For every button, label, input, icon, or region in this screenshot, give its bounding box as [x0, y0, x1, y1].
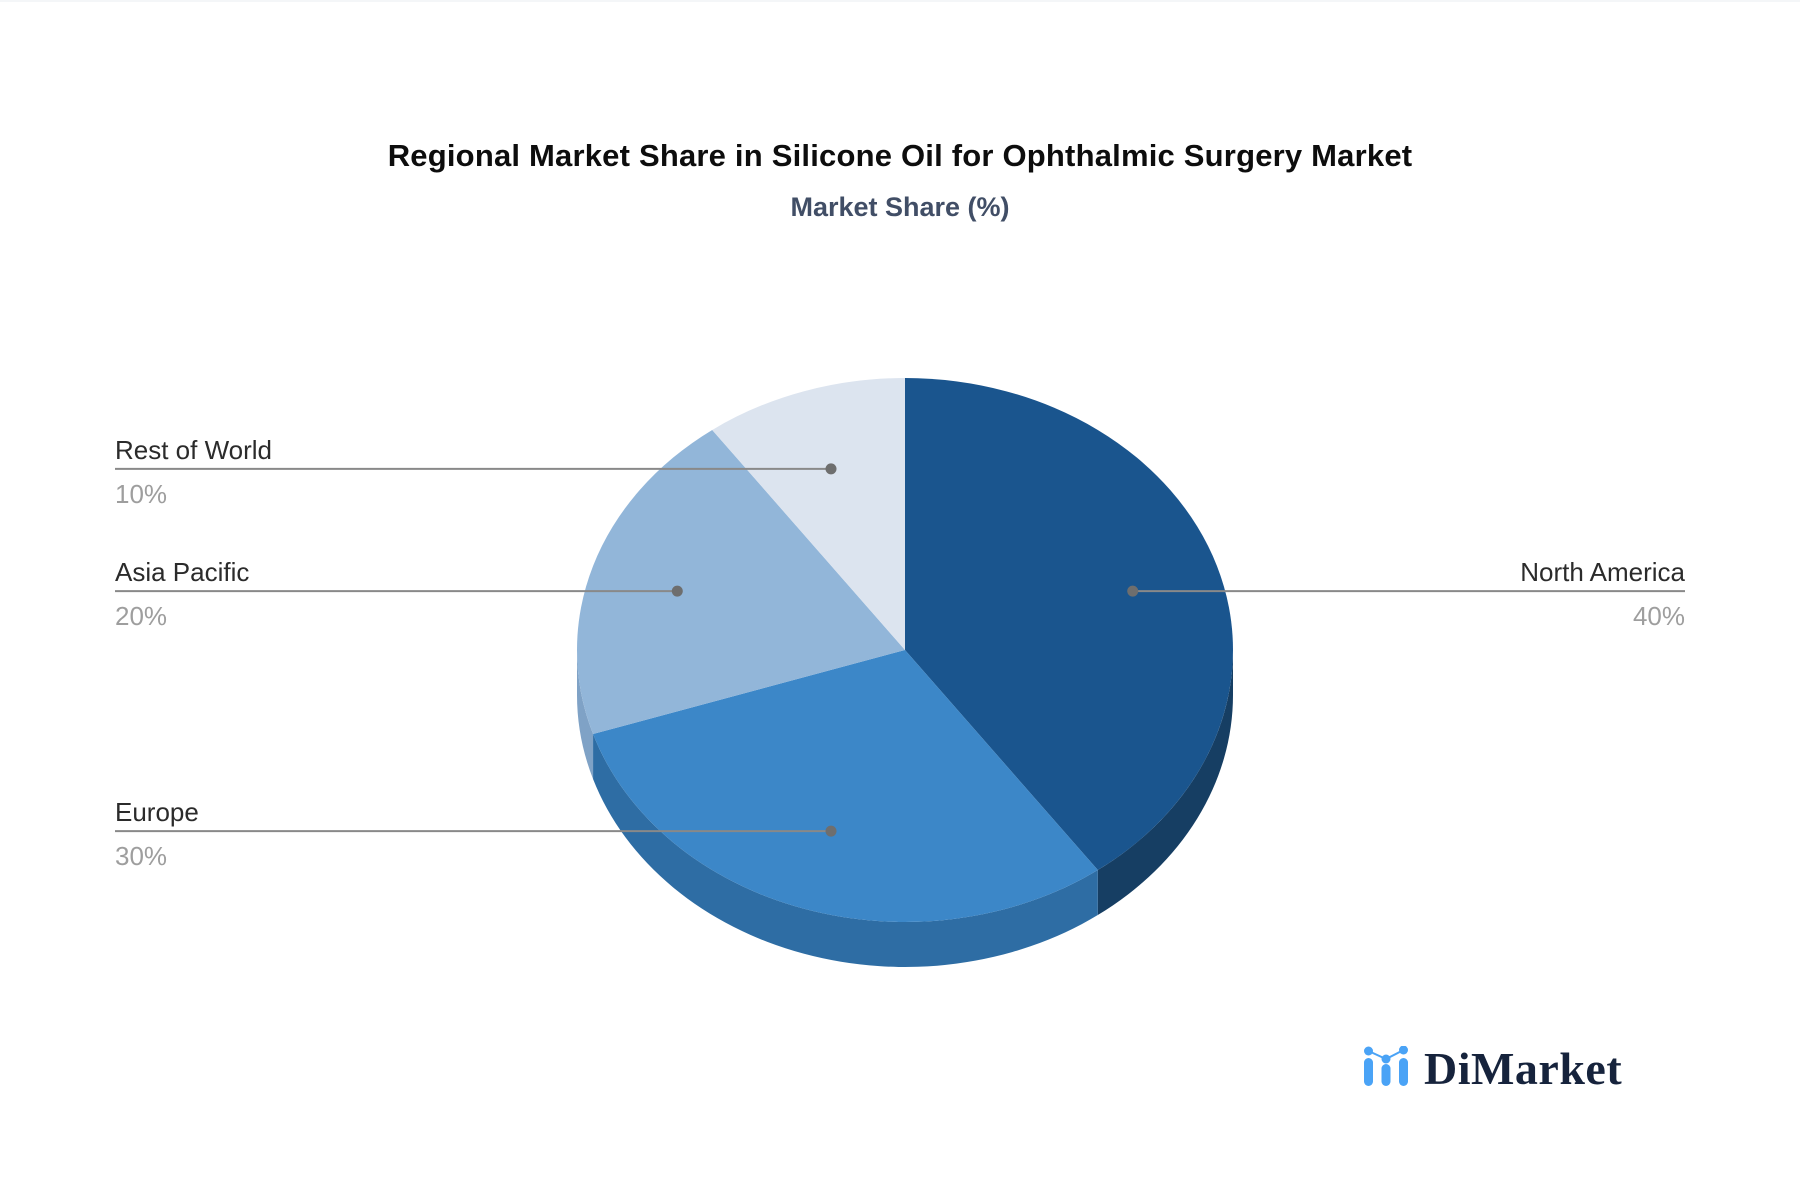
pie-slice-north-america [905, 378, 1233, 871]
pie-rim-europe [593, 734, 1098, 968]
brand-logo: DiMarket [1362, 1038, 1622, 1100]
brand-name: DiMarket [1424, 1043, 1623, 1094]
slice-value-asia-pacific: 20% [115, 601, 167, 631]
slice-label-asia-pacific: Asia Pacific [115, 557, 249, 587]
logo-dot-right [1399, 1046, 1408, 1055]
logo-bar-middle [1381, 1064, 1391, 1086]
logo-bar-right [1399, 1058, 1408, 1086]
leader-dot-rest-of-world [825, 463, 837, 475]
chart-title: Regional Market Share in Silicone Oil fo… [387, 138, 1413, 173]
leader-dot-europe [825, 825, 837, 837]
slice-value-europe: 30% [115, 841, 167, 871]
slice-value-north-america: 40% [1633, 601, 1685, 631]
pie-slice-europe [593, 650, 1098, 922]
pie-slice-rest-of-world [712, 378, 905, 650]
logo-dot-left [1364, 1046, 1373, 1056]
logo-bar-left [1364, 1058, 1373, 1086]
slice-label-north-america: North America [1520, 557, 1685, 587]
logo-dot-middle [1381, 1054, 1391, 1064]
slice-label-rest-of-world: Rest of World [115, 435, 272, 465]
pie-rim-asia-pacific [577, 650, 594, 780]
slice-label-europe: Europe [115, 797, 199, 827]
pie-slice-asia-pacific [576, 429, 905, 735]
leader-dot-north-america [1127, 585, 1139, 597]
slice-value-rest-of-world: 10% [115, 479, 167, 509]
leader-dot-asia-pacific [671, 585, 683, 597]
pie-rim-north-america [1097, 650, 1233, 916]
bar-line-chart-icon [1364, 1046, 1408, 1086]
chart-subtitle: Market Share (%) [790, 192, 1010, 222]
